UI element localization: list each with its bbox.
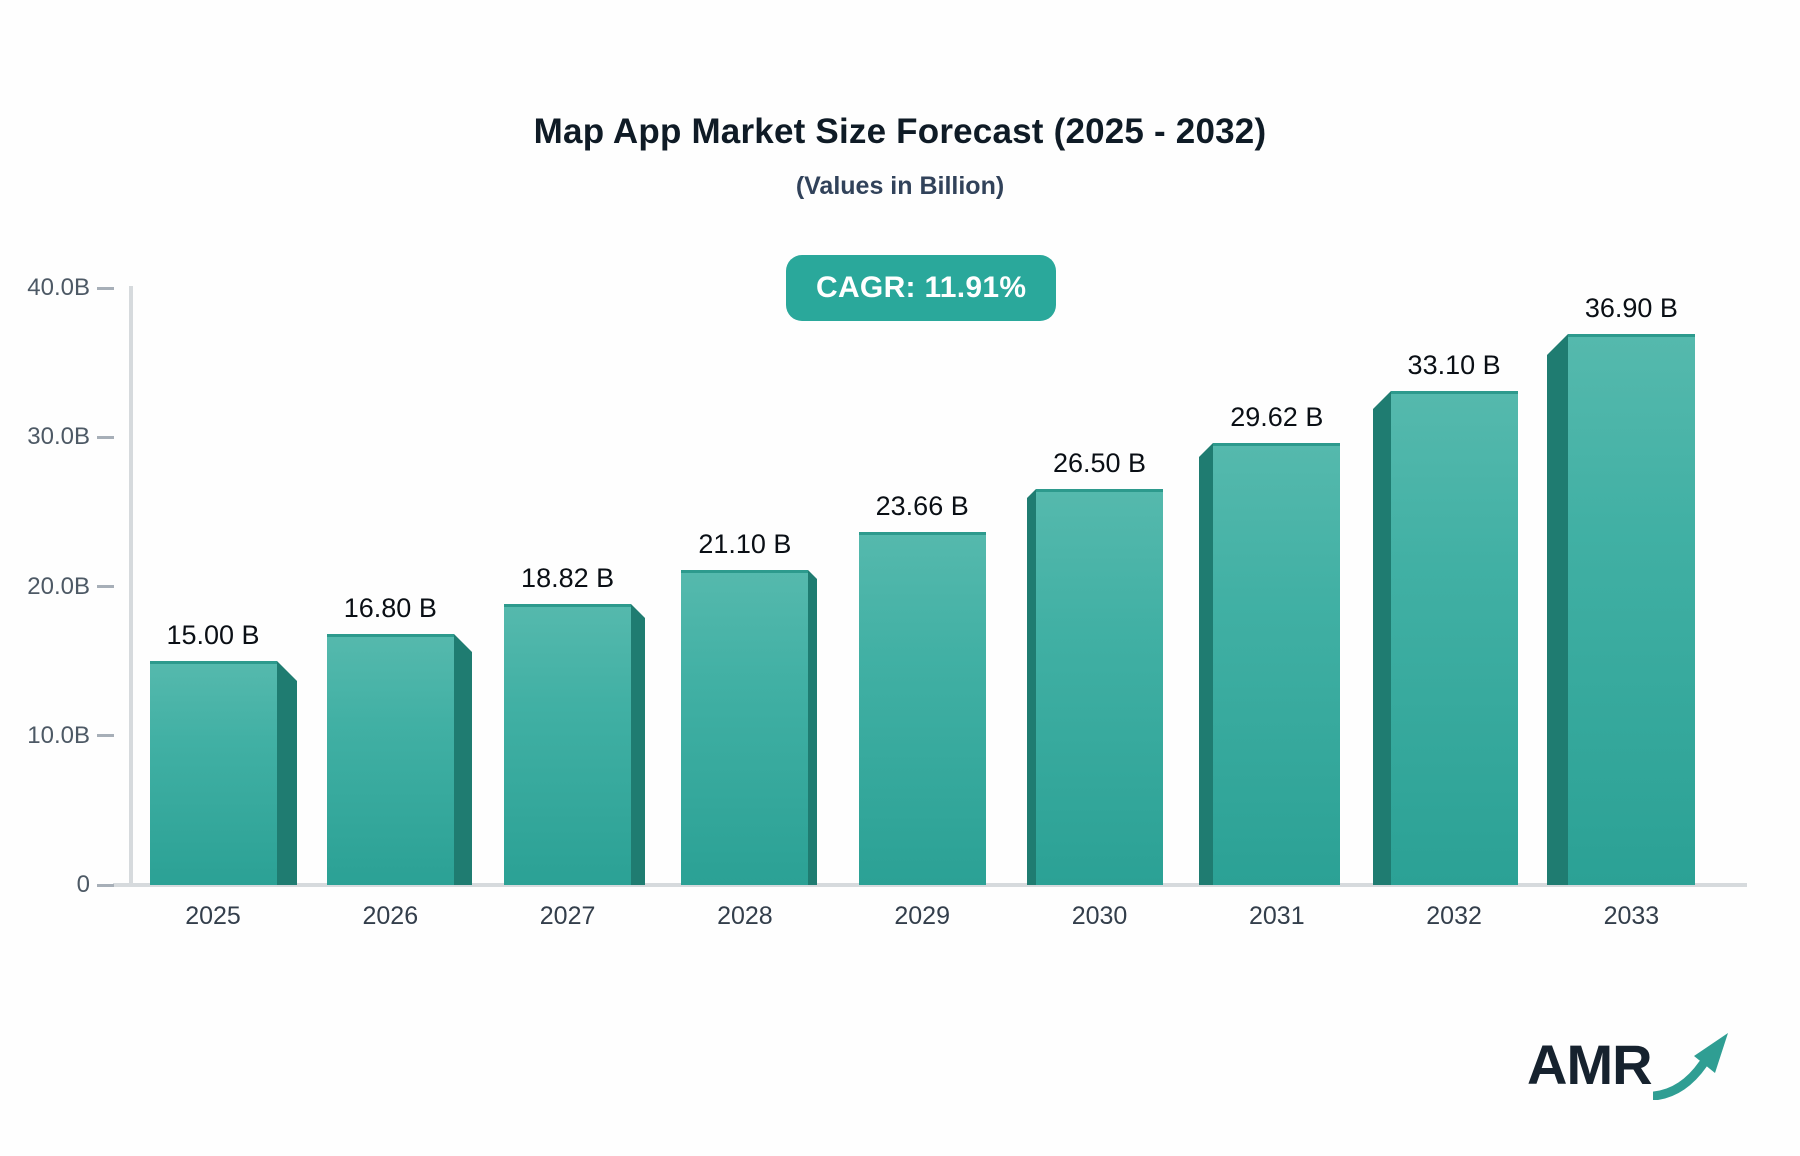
y-tick-label: 40.0B — [27, 274, 90, 301]
bar-value-label-2033: 36.90 B — [1584, 293, 1678, 323]
x-tick-label-2032: 2032 — [1426, 902, 1482, 930]
bar-side-2030 — [1027, 489, 1036, 885]
x-axis-line — [113, 883, 1747, 887]
bar-2027 — [504, 604, 631, 885]
x-tick-label-2027: 2027 — [539, 902, 596, 930]
bar-value-label-2030: 26.50 B — [1052, 448, 1147, 478]
y-tick-label: 20.0B — [27, 572, 90, 600]
bar-value-label-2032: 33.10 B — [1407, 350, 1501, 380]
amr-logo-text: AMR — [1527, 1033, 1653, 1096]
bar-value-label-2025: 15.00 B — [166, 620, 260, 650]
bar-2028 — [681, 570, 808, 885]
y-tick-mark — [97, 435, 114, 439]
bar-2030 — [1036, 489, 1163, 885]
x-tick-label-2025: 2025 — [185, 902, 241, 930]
bar-side-2028 — [808, 570, 817, 885]
cagr-badge: CAGR: 11.91% — [786, 255, 1057, 321]
y-tick-mark — [97, 585, 114, 588]
x-tick-label-2026: 2026 — [362, 902, 419, 930]
bar-value-label-2027: 18.82 B — [521, 563, 615, 593]
bar-value-label-2026: 16.80 B — [343, 593, 437, 623]
bar-2025 — [150, 661, 277, 885]
bar-2033 — [1568, 334, 1695, 885]
y-axis-line — [129, 286, 133, 887]
bar-side-2027 — [631, 604, 645, 885]
bar-side-2031 — [1199, 443, 1213, 885]
bar-side-2026 — [454, 634, 472, 885]
bar-value-label-2031: 29.62 B — [1230, 402, 1324, 432]
x-tick-label-2029: 2029 — [894, 902, 950, 930]
x-tick-label-2033: 2033 — [1603, 902, 1660, 930]
bar-2029 — [859, 532, 986, 885]
chart-subtitle: (Values in Billion) — [795, 172, 1005, 200]
x-tick-label-2031: 2031 — [1248, 902, 1305, 930]
bar-side-2025 — [277, 661, 297, 885]
y-tick-mark — [97, 883, 114, 887]
amr-logo: AMR — [1527, 1028, 1737, 1104]
bar-value-label-2029: 23.66 B — [875, 491, 969, 521]
x-tick-label-2028: 2028 — [717, 902, 773, 930]
x-tick-label-2030: 2030 — [1071, 902, 1128, 930]
y-tick-label: 10.0B — [27, 721, 90, 749]
bar-value-label-2028: 21.10 B — [698, 529, 792, 559]
bar-2032 — [1391, 391, 1518, 885]
bar-2031 — [1213, 443, 1340, 885]
y-tick-label: 30.0B — [27, 423, 90, 451]
chart-title: Map App Market Size Forecast (2025 - 203… — [533, 112, 1267, 151]
y-tick-label: 0 — [76, 871, 90, 898]
growth-arrow-icon — [1653, 1033, 1728, 1100]
bar-side-2033 — [1547, 334, 1568, 885]
bar-2026 — [327, 634, 454, 885]
y-tick-mark — [97, 734, 114, 738]
bar-side-2032 — [1373, 391, 1391, 885]
y-tick-mark — [97, 286, 114, 290]
